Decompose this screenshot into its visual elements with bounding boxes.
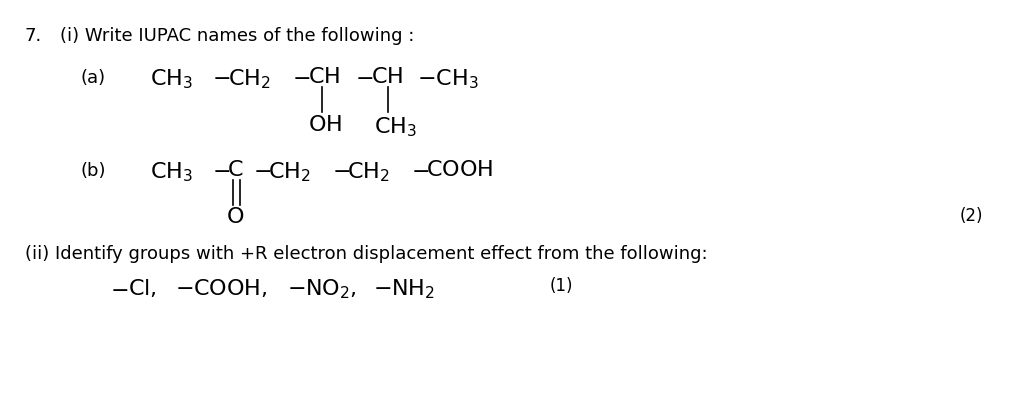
Text: $\mathregular{CH_3}$: $\mathregular{CH_3}$ <box>374 115 417 139</box>
Text: $-$: $-$ <box>373 277 391 297</box>
Text: $-$: $-$ <box>110 279 128 299</box>
Text: $\mathregular{CH_2}$: $\mathregular{CH_2}$ <box>228 67 270 91</box>
Text: $\mathregular{CH}$: $\mathregular{CH}$ <box>371 67 403 87</box>
Text: $\mathregular{C}$: $\mathregular{C}$ <box>227 160 244 180</box>
Text: $\mathregular{O}$: $\mathregular{O}$ <box>226 207 245 227</box>
Text: $\mathregular{COOH,}$: $\mathregular{COOH,}$ <box>193 277 267 299</box>
Text: 7.: 7. <box>25 27 42 45</box>
Text: $-$: $-$ <box>253 160 271 180</box>
Text: $\mathregular{OH}$: $\mathregular{OH}$ <box>308 115 342 135</box>
Text: $-\mathregular{CH_3}$: $-\mathregular{CH_3}$ <box>417 67 478 91</box>
Text: $-$: $-$ <box>212 160 230 180</box>
Text: (1): (1) <box>550 277 573 295</box>
Text: $-$: $-$ <box>292 67 310 87</box>
Text: $-$: $-$ <box>332 160 350 180</box>
Text: (ii) Identify groups with +R electron displacement effect from the following:: (ii) Identify groups with +R electron di… <box>25 245 708 263</box>
Text: $\mathregular{CH}$: $\mathregular{CH}$ <box>308 67 340 87</box>
Text: $\mathregular{NH_2}$: $\mathregular{NH_2}$ <box>391 277 435 301</box>
Text: (b): (b) <box>80 162 105 180</box>
Text: $\mathregular{CH_3}$: $\mathregular{CH_3}$ <box>150 160 193 183</box>
Text: $\mathregular{CH_3}$: $\mathregular{CH_3}$ <box>150 67 193 91</box>
Text: (a): (a) <box>80 69 105 87</box>
Text: $\mathregular{COOH}$: $\mathregular{COOH}$ <box>426 160 494 180</box>
Text: $-$: $-$ <box>175 277 194 297</box>
Text: (i) Write IUPAC names of the following :: (i) Write IUPAC names of the following : <box>60 27 415 45</box>
Text: $\mathregular{CH_2}$: $\mathregular{CH_2}$ <box>347 160 390 183</box>
Text: $\mathregular{Cl,}$: $\mathregular{Cl,}$ <box>128 277 157 299</box>
Text: $\mathregular{CH_2}$: $\mathregular{CH_2}$ <box>268 160 310 183</box>
Text: (2): (2) <box>961 207 983 225</box>
Text: $-$: $-$ <box>212 67 230 87</box>
Text: $\mathregular{NO_2,}$: $\mathregular{NO_2,}$ <box>305 277 356 301</box>
Text: $-$: $-$ <box>287 277 305 297</box>
Text: $-$: $-$ <box>355 67 374 87</box>
Text: $-$: $-$ <box>411 160 429 180</box>
